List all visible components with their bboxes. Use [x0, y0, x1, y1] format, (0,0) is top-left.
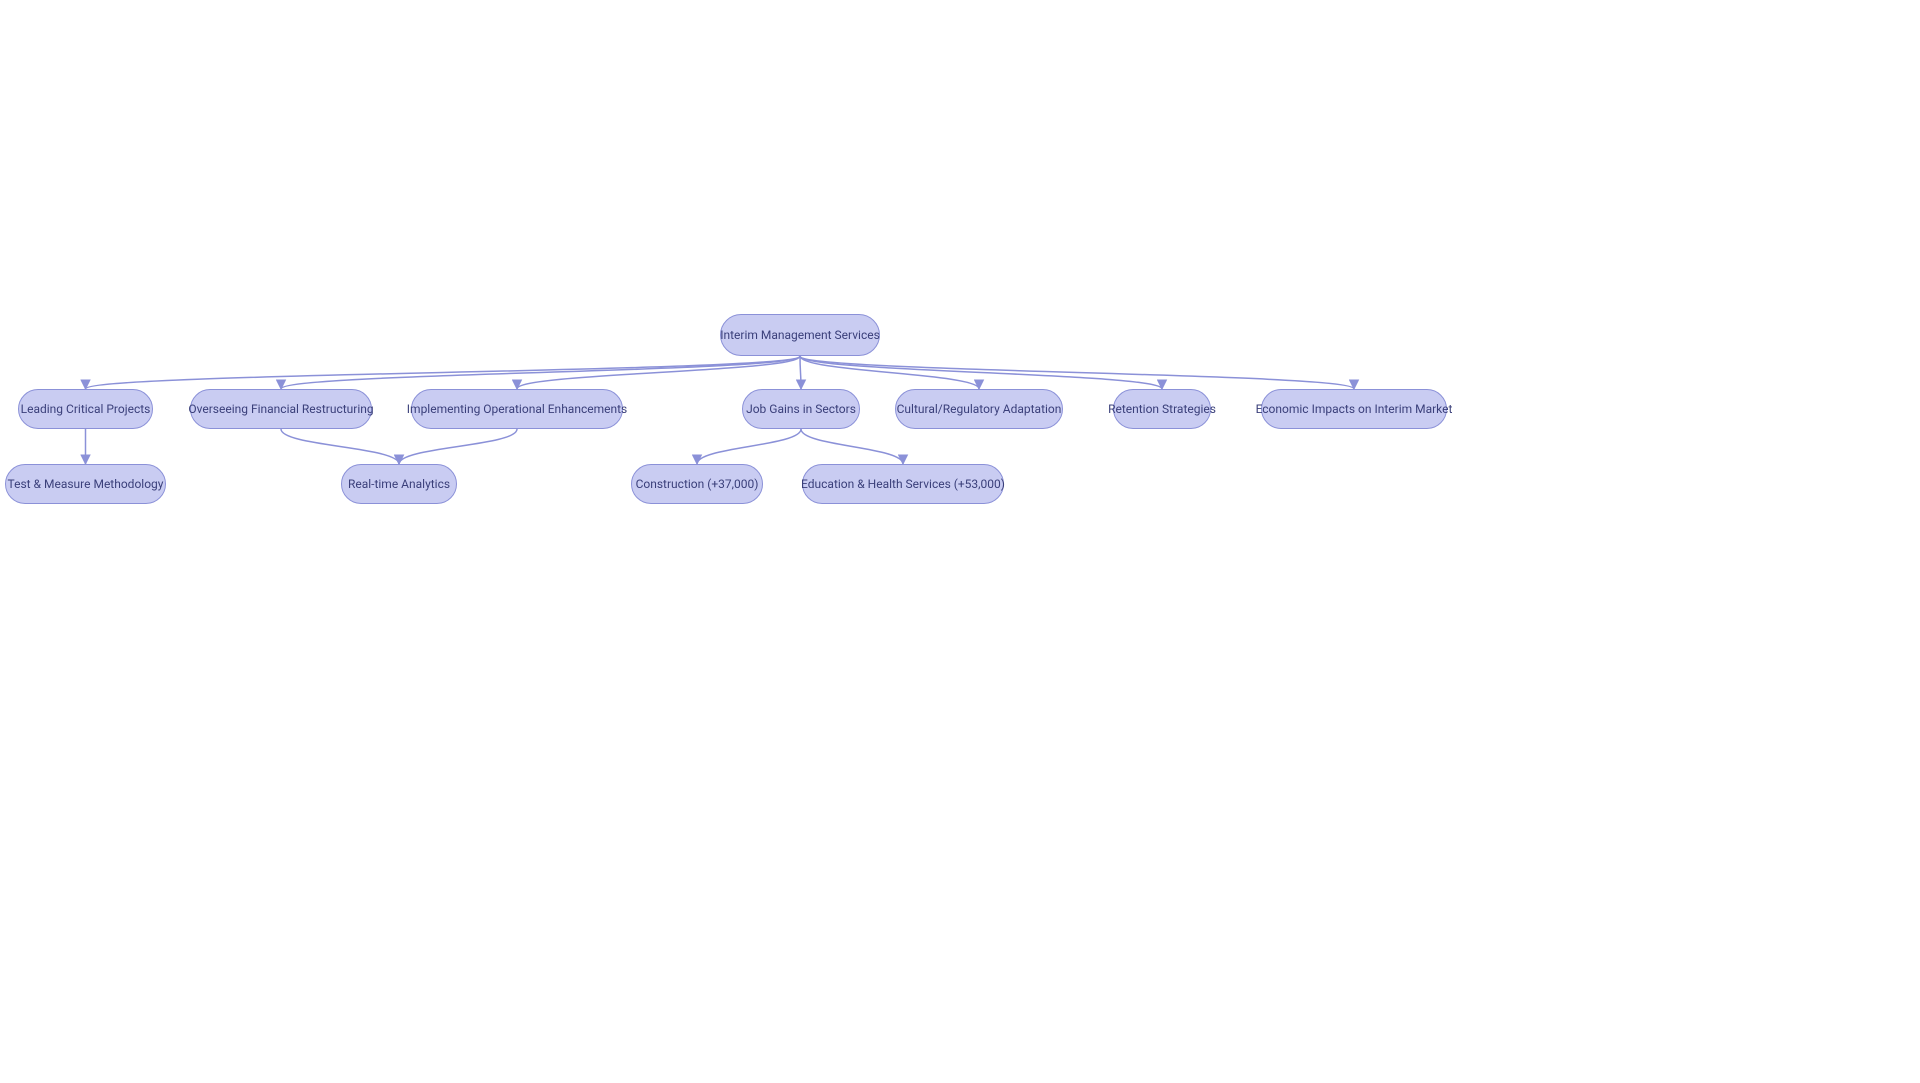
node-cultural: Cultural/Regulatory Adaptation — [895, 389, 1063, 429]
node-analytics: Real-time Analytics — [341, 464, 457, 504]
node-projects: Leading Critical Projects — [18, 389, 153, 429]
node-financial: Overseeing Financial Restructuring — [190, 389, 372, 429]
edge-root-to-operational — [517, 356, 800, 389]
edge-jobgains-to-education — [801, 429, 903, 464]
node-root: Interim Management Services — [720, 314, 880, 356]
node-jobgains: Job Gains in Sectors — [742, 389, 860, 429]
edge-root-to-jobgains — [800, 356, 801, 389]
edge-root-to-retention — [800, 356, 1162, 389]
diagram-edges — [0, 0, 1920, 1083]
edge-operational-to-analytics — [399, 429, 517, 464]
edge-root-to-financial — [281, 356, 800, 389]
node-education: Education & Health Services (+53,000) — [802, 464, 1004, 504]
node-retention: Retention Strategies — [1113, 389, 1211, 429]
node-test: Test & Measure Methodology — [5, 464, 166, 504]
node-operational: Implementing Operational Enhancements — [411, 389, 623, 429]
node-economic: Economic Impacts on Interim Market — [1261, 389, 1447, 429]
edge-root-to-economic — [800, 356, 1354, 389]
edge-jobgains-to-construction — [697, 429, 801, 464]
edge-root-to-cultural — [800, 356, 979, 389]
edge-financial-to-analytics — [281, 429, 399, 464]
edge-root-to-projects — [86, 356, 801, 389]
node-construction: Construction (+37,000) — [631, 464, 763, 504]
